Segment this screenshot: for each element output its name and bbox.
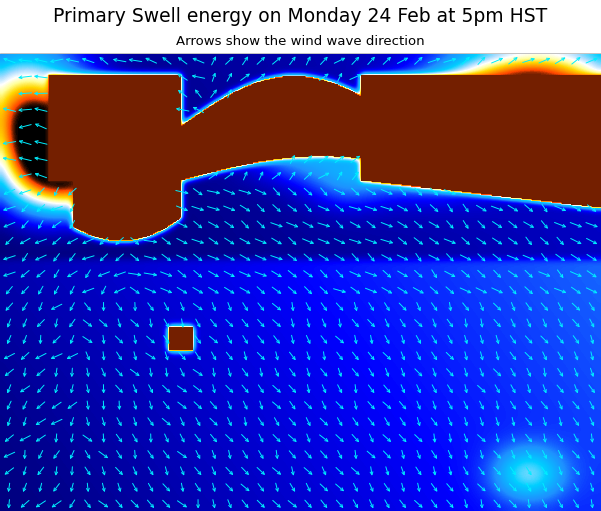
Text: Primary Swell energy on Monday 24 Feb at 5pm HST: Primary Swell energy on Monday 24 Feb at…	[53, 7, 548, 26]
Text: Arrows show the wind wave direction: Arrows show the wind wave direction	[176, 35, 425, 49]
